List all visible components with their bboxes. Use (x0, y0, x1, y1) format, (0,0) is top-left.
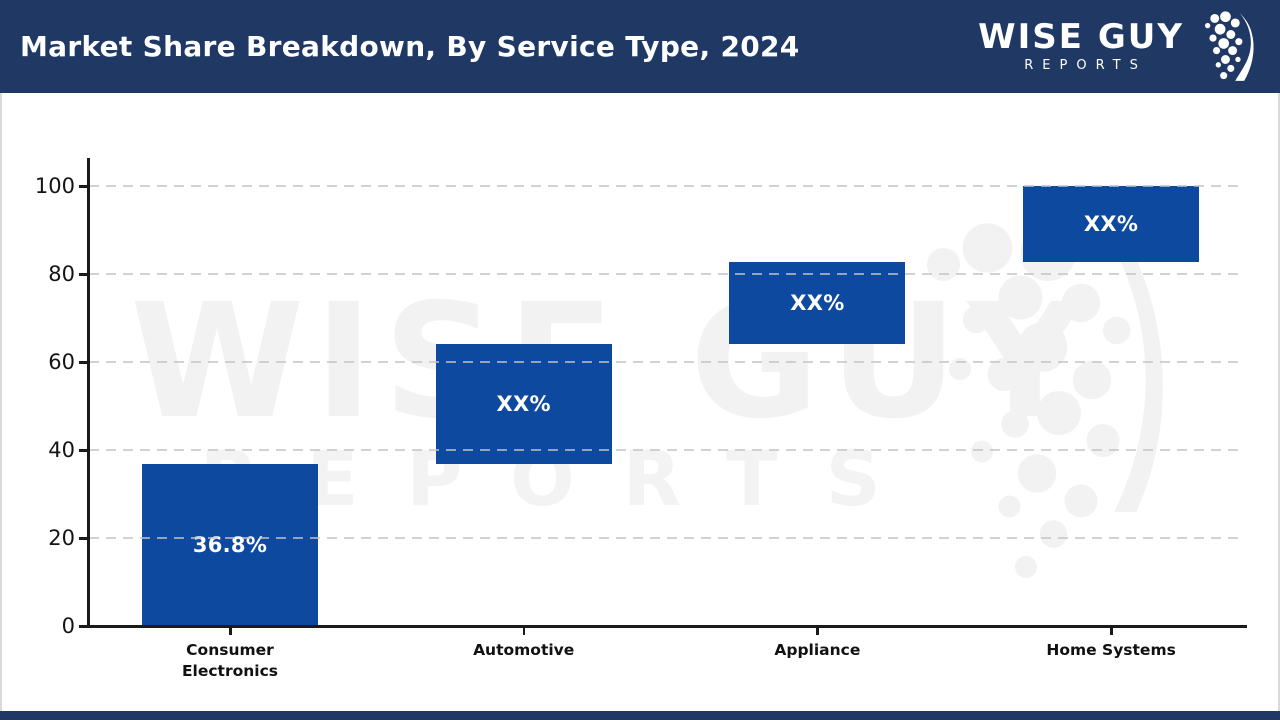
y-tick-60 (79, 361, 87, 364)
bar-consumer-electronics: 36.8% (142, 464, 318, 626)
y-tick-0 (79, 625, 87, 628)
x-tick-home-systems (1110, 627, 1113, 635)
logo-text: WISE GUY REPORTS (978, 20, 1184, 73)
bar-value-label-automotive: XX% (496, 392, 551, 416)
logo: WISE GUY REPORTS (978, 8, 1254, 86)
logo-subtitle: REPORTS (1024, 58, 1147, 73)
y-gridline-80 (89, 273, 1245, 275)
x-tick-appliance (816, 627, 819, 635)
y-tick-label-100: 100 (34, 174, 75, 198)
logo-wordmark: WISE GUY (978, 17, 1184, 57)
y-tick-label-60: 60 (48, 350, 75, 374)
x-category-label-home-systems: Home Systems (1046, 641, 1176, 659)
y-tick-label-40: 40 (48, 438, 75, 462)
y-tick-80 (79, 273, 87, 276)
y-gridline-40 (89, 449, 1245, 451)
footer-strip (0, 711, 1280, 720)
y-tick-20 (79, 537, 87, 540)
x-axis-spine (87, 625, 1247, 628)
y-axis-spine (87, 158, 90, 628)
bar-appliance: XX% (729, 261, 906, 344)
header: Market Share Breakdown, By Service Type,… (0, 0, 1280, 93)
bar-value-label-appliance: XX% (790, 290, 845, 315)
left-border (0, 93, 2, 720)
bar-home-systems: XX% (1023, 186, 1200, 262)
x-category-label-appliance: Appliance (774, 641, 861, 659)
right-border (1278, 93, 1280, 720)
x-tick-automotive (522, 627, 526, 635)
logo-head-icon (1204, 10, 1254, 81)
y-tick-40 (79, 449, 87, 452)
y-tick-100 (79, 185, 87, 188)
watermark-head-icon (927, 223, 1163, 578)
y-gridline-20 (89, 537, 1245, 539)
x-tick-consumer-electronics (229, 627, 232, 635)
y-gridline-60 (89, 361, 1245, 363)
page-title: Market Share Breakdown, By Service Type,… (20, 30, 800, 63)
x-category-label-consumer-electronics: Consumer Electronics (181, 641, 279, 680)
x-category-label-automotive: Automotive (473, 641, 575, 659)
bar-automotive: XX% (435, 343, 612, 465)
y-tick-label-80: 80 (48, 262, 75, 286)
y-gridline-100 (89, 185, 1245, 187)
bar-value-label-home-systems: XX% (1083, 211, 1139, 236)
y-tick-label-20: 20 (48, 526, 75, 550)
y-tick-label-0: 0 (61, 614, 75, 638)
